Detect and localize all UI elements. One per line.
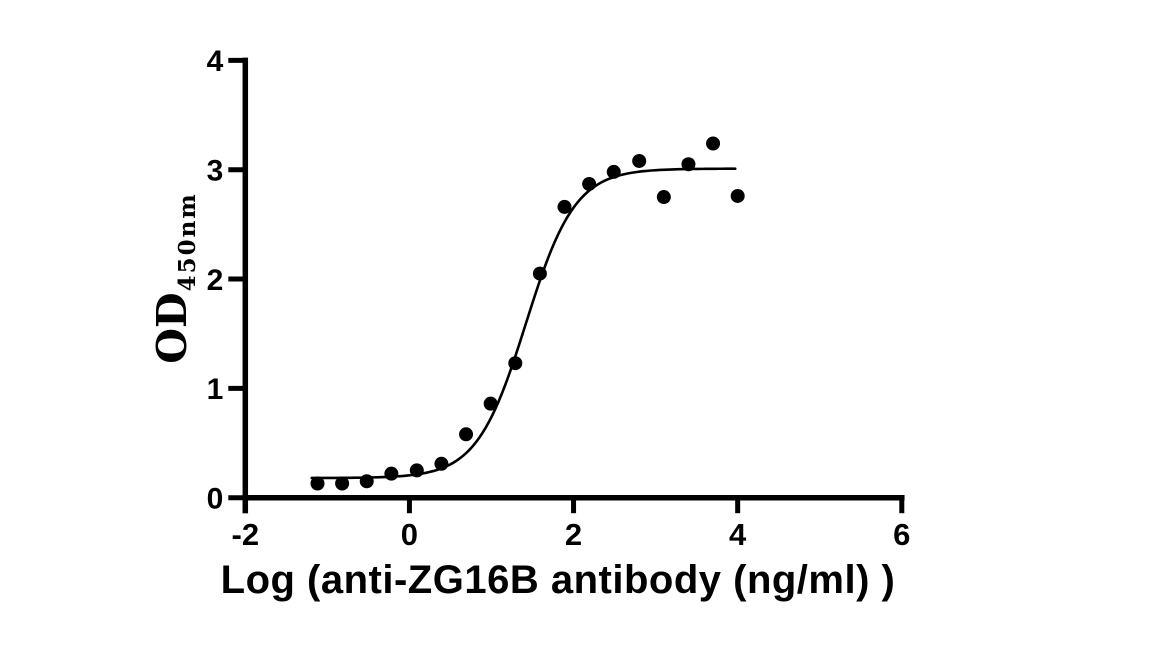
y-tick-label: 3	[207, 155, 224, 188]
data-point	[335, 476, 350, 491]
data-point	[656, 190, 671, 205]
data-point	[310, 476, 325, 491]
y-tick-label: 4	[207, 45, 224, 78]
y-tick-label: 2	[207, 264, 224, 297]
x-tick-label: 2	[565, 517, 582, 552]
axis-ticks	[228, 57, 905, 514]
x-tick-label: -2	[232, 517, 260, 552]
data-point	[483, 396, 498, 411]
y-tick-label: 0	[207, 483, 224, 516]
data-point	[582, 176, 597, 191]
data-point	[434, 456, 449, 471]
fit-curve	[310, 167, 737, 480]
data-point	[459, 427, 474, 442]
data-point	[606, 164, 621, 179]
axes	[242, 57, 905, 514]
fit-curve-path	[310, 167, 737, 480]
y-axis-title-subscript: 450nm	[174, 192, 201, 291]
data-point	[384, 466, 399, 481]
x-tick-label: 0	[401, 517, 418, 552]
x-tick-label: 4	[729, 517, 747, 552]
data-point	[508, 356, 523, 371]
x-axis-title: Log (anti-ZG16B antibody (ng/ml) )	[221, 558, 896, 602]
data-point	[532, 266, 547, 281]
data-point	[409, 463, 424, 478]
data-point	[359, 474, 374, 489]
data-point	[730, 188, 745, 203]
y-axis-title-main: OD	[148, 292, 196, 363]
x-tick-label: 6	[893, 517, 910, 552]
y-axis-title: OD450nm	[148, 192, 201, 363]
data-point	[706, 136, 721, 151]
data-point	[557, 199, 572, 214]
data-point	[681, 157, 696, 172]
data-points	[310, 136, 745, 491]
y-tick-label: 1	[207, 373, 224, 406]
data-point	[632, 153, 647, 168]
